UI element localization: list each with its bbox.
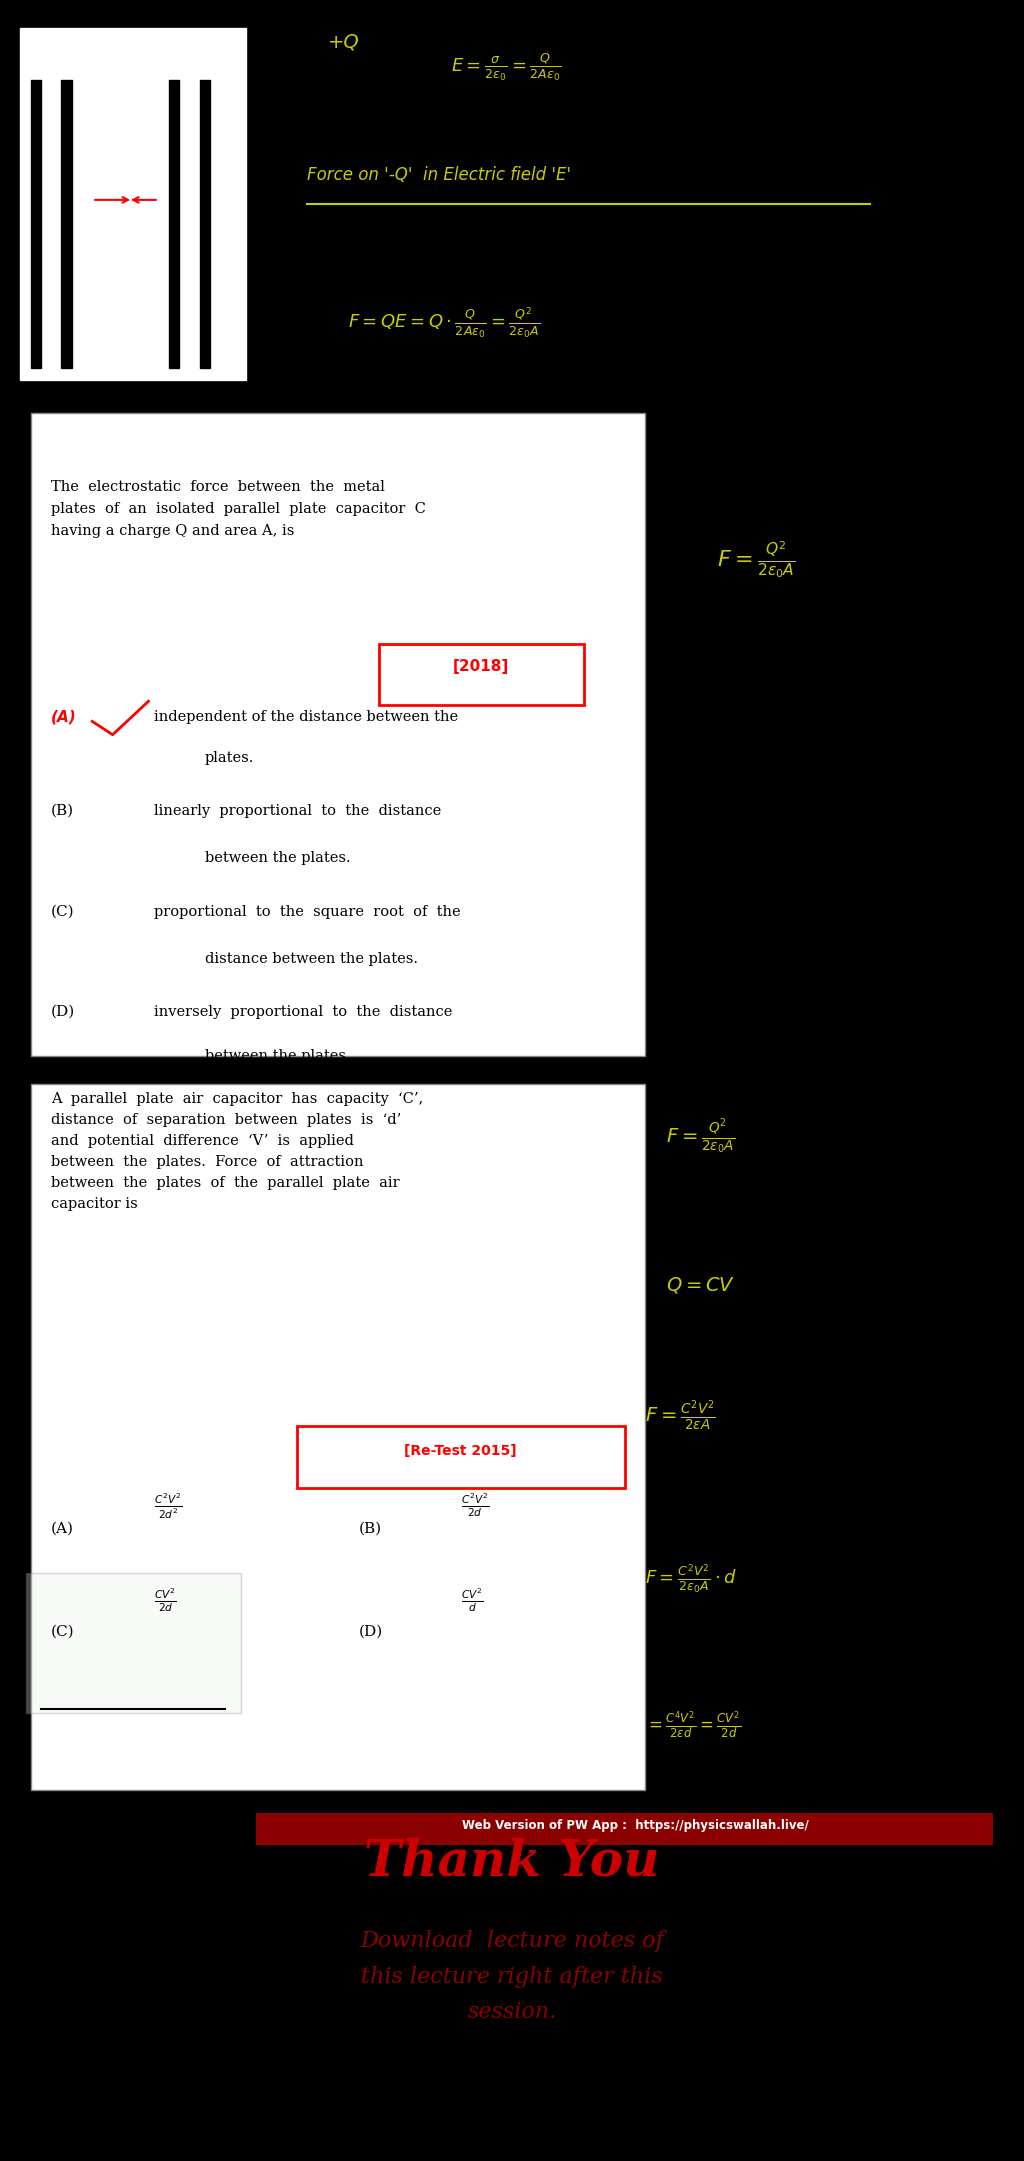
Bar [200, 80, 210, 367]
Text: Force on '-Q'  in Electric field 'E': Force on '-Q' in Electric field 'E' [307, 166, 571, 184]
Text: [2018]: [2018] [454, 659, 509, 674]
Text: linearly  proportional  to  the  distance: linearly proportional to the distance [154, 804, 441, 819]
Text: $= \frac{C^4V^2}{2\varepsilon d} = \frac{CV^2}{2d}$: $= \frac{C^4V^2}{2\varepsilon d} = \frac… [645, 1709, 741, 1742]
Text: Note - If you have any query/issue mail at yakeenphysicswallah@gmail.com
You can: Note - If you have any query/issue mail … [51, 2053, 494, 2124]
Text: (D): (D) [358, 1625, 383, 1638]
FancyBboxPatch shape [256, 1813, 993, 1845]
Text: $F = \frac{C^2V^2}{2\varepsilon A}$: $F = \frac{C^2V^2}{2\varepsilon A}$ [645, 1398, 716, 1433]
Text: $E = \frac{\sigma}{2\varepsilon_0} = \frac{Q}{2A\varepsilon_0}$: $E = \frac{\sigma}{2\varepsilon_0} = \fr… [451, 52, 560, 82]
FancyBboxPatch shape [379, 644, 584, 704]
Text: +Q: +Q [46, 382, 67, 395]
Text: $Q = CV$: $Q = CV$ [666, 1275, 735, 1294]
Bar [61, 80, 72, 367]
Text: The  electrostatic  force  between  the  metal
plates  of  an  isolated  paralle: The electrostatic force between the meta… [51, 480, 426, 538]
Text: Note - If you have any query/issue mail at: Note - If you have any query/issue mail … [51, 2053, 273, 2064]
Text: $\frac{C^2V^2}{2d^2}$: $\frac{C^2V^2}{2d^2}$ [154, 1491, 182, 1521]
FancyBboxPatch shape [31, 413, 645, 1057]
Text: -Q: -Q [181, 382, 198, 395]
Text: (A): (A) [51, 1521, 74, 1536]
FancyBboxPatch shape [297, 1426, 625, 1489]
Text: Download  lecture notes of: Download lecture notes of [360, 1930, 664, 1951]
Text: $\frac{CV^2}{2d}$: $\frac{CV^2}{2d}$ [154, 1586, 176, 1614]
Text: $F = QE = Q\cdot\frac{Q}{2A\varepsilon_0} = \frac{Q^2}{2\varepsilon_0 A}$: $F = QE = Q\cdot\frac{Q}{2A\varepsilon_0… [348, 305, 541, 339]
Text: distance between the plates.: distance between the plates. [205, 951, 418, 966]
Text: A  parallel  plate  air  capacitor  has  capacity  ‘C’,
distance  of  separation: A parallel plate air capacitor has capac… [51, 1091, 424, 1212]
Text: (C): (C) [51, 1625, 75, 1638]
Text: between the plates.: between the plates. [205, 1048, 350, 1063]
Text: between the plates.: between the plates. [205, 851, 350, 864]
Text: $F = \frac{Q^2}{2\varepsilon_0 A}$: $F = \frac{Q^2}{2\varepsilon_0 A}$ [717, 540, 796, 581]
Text: [Re-Test 2015]: [Re-Test 2015] [404, 1444, 517, 1459]
Text: +Q: +Q [328, 32, 359, 52]
Text: plates.: plates. [205, 750, 254, 765]
Text: Web Version of PW App :  https://physicswallah.live/: Web Version of PW App : https://physicsw… [462, 1820, 808, 1833]
Text: $F = \frac{Q^2}{2\varepsilon_0 A}$: $F = \frac{Q^2}{2\varepsilon_0 A}$ [666, 1117, 734, 1156]
Bar [169, 80, 179, 367]
Text: (B): (B) [358, 1521, 382, 1536]
FancyBboxPatch shape [20, 28, 246, 380]
Text: (B): (B) [51, 804, 75, 819]
Text: (A): (A) [51, 709, 77, 724]
Text: inversely  proportional  to  the  distance: inversely proportional to the distance [154, 1005, 452, 1020]
FancyBboxPatch shape [31, 1085, 645, 1789]
Bar [31, 80, 41, 367]
Text: $F = \frac{C^2V^2}{2\varepsilon_0 A} \cdot d$: $F = \frac{C^2V^2}{2\varepsilon_0 A} \cd… [645, 1562, 737, 1595]
FancyBboxPatch shape [26, 1573, 241, 1712]
Text: Thank You: Thank You [365, 1837, 659, 1887]
Text: $\frac{CV^2}{d}$: $\frac{CV^2}{d}$ [461, 1586, 483, 1614]
Text: (C): (C) [51, 905, 75, 918]
Text: proportional  to  the  square  root  of  the: proportional to the square root of the [154, 905, 460, 918]
Text: independent of the distance between the: independent of the distance between the [154, 711, 458, 724]
Text: this lecture right after this: this lecture right after this [361, 1967, 663, 1988]
Text: $\frac{C^2V^2}{2d}$: $\frac{C^2V^2}{2d}$ [461, 1491, 489, 1519]
Text: session.: session. [467, 2001, 557, 2023]
Text: (D): (D) [51, 1005, 76, 1020]
